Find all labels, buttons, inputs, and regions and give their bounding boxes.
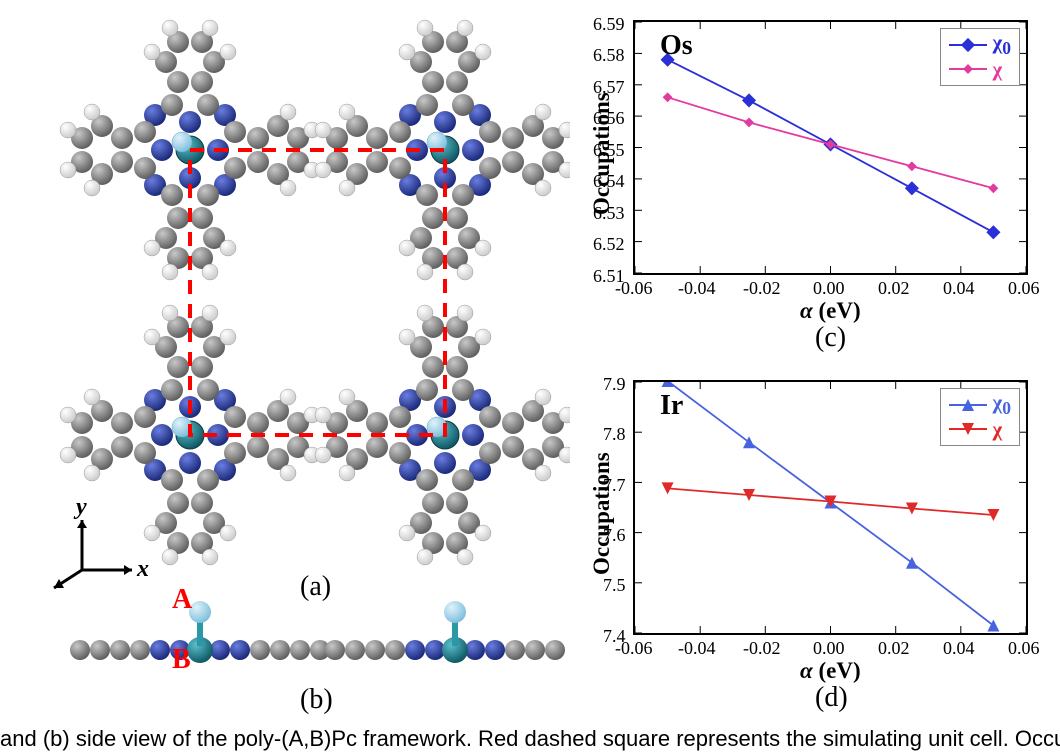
chart-d-plotbox: Ir χ0 bbox=[633, 380, 1028, 635]
series-chi-os bbox=[663, 92, 999, 193]
axis-indicator: x y z bbox=[50, 494, 149, 606]
xtick: 0.02 bbox=[878, 638, 910, 659]
legend-chi0-sub: 0 bbox=[1002, 39, 1011, 59]
xtick: -0.02 bbox=[743, 638, 781, 659]
ytick: 6.59 bbox=[593, 14, 625, 35]
ytick: 7.5 bbox=[603, 575, 626, 596]
chart-d-legend: χ0 χ bbox=[940, 388, 1020, 446]
xtick: 0.04 bbox=[943, 278, 975, 299]
panel-a-label: (a) bbox=[300, 571, 331, 602]
series-chi-ir bbox=[662, 482, 1000, 521]
legend-row-chi: χ bbox=[949, 57, 1011, 81]
ytick: 6.52 bbox=[593, 234, 625, 255]
figure-caption-fragment: and (b) side view of the poly-(A,B)Pc fr… bbox=[0, 726, 1060, 752]
xtick: -0.04 bbox=[678, 278, 716, 299]
chart-c-plotbox: Os χ0 bbox=[633, 20, 1028, 275]
chart-c-title: Os bbox=[660, 30, 693, 62]
xtick: 0.00 bbox=[813, 638, 845, 659]
legend-row-chi-d: χ bbox=[949, 417, 1011, 441]
right-panel: Os χ0 bbox=[575, 10, 1035, 710]
ytick: 7.9 bbox=[603, 374, 626, 395]
legend-row-chi0-d: χ0 bbox=[949, 393, 1011, 417]
legend-chi-label: χ bbox=[993, 57, 1003, 81]
ytick: 7.8 bbox=[603, 424, 626, 445]
panel-c-label: (c) bbox=[815, 322, 846, 354]
xtick: 0.06 bbox=[1008, 638, 1040, 659]
panel-d-label: (d) bbox=[815, 682, 848, 714]
chart-c-ylabel: Occupations bbox=[589, 92, 615, 215]
legend-chi0-sub-d: 0 bbox=[1002, 399, 1011, 419]
figure-area: x y z (a) bbox=[0, 0, 1060, 720]
xtick: -0.02 bbox=[743, 278, 781, 299]
chart-d-xlabel: α (eV) bbox=[800, 658, 861, 684]
axis-y-label: y bbox=[73, 494, 87, 520]
panel-b-label: (b) bbox=[300, 684, 333, 715]
chart-d-title: Ir bbox=[660, 390, 683, 422]
xtick: 0.02 bbox=[878, 278, 910, 299]
xtick: -0.06 bbox=[615, 278, 653, 299]
legend-row-chi0: χ0 bbox=[949, 33, 1011, 57]
panel-a-structure bbox=[60, 20, 570, 565]
axis-x-label: x bbox=[136, 556, 149, 582]
chart-c: Os χ0 bbox=[575, 10, 1035, 320]
xtick: 0.00 bbox=[813, 278, 845, 299]
ytick: 6.58 bbox=[593, 45, 625, 66]
structure-svg: x y z (a) bbox=[50, 0, 570, 720]
chart-c-xlabel: α (eV) bbox=[800, 298, 861, 324]
site-a-label: A bbox=[172, 584, 193, 615]
site-b-label: B bbox=[172, 644, 191, 675]
legend-chi-label-d: χ bbox=[993, 417, 1003, 441]
xtick: -0.06 bbox=[615, 638, 653, 659]
left-panel: x y z (a) bbox=[50, 0, 570, 720]
legend-chi0-label-d: χ bbox=[993, 390, 1003, 414]
xtick: 0.04 bbox=[943, 638, 975, 659]
legend-chi0-label: χ bbox=[993, 30, 1003, 54]
chart-c-legend: χ0 χ bbox=[940, 28, 1020, 86]
chart-d-ylabel: Occupations bbox=[589, 452, 615, 575]
page-root: x y z (a) bbox=[0, 0, 1060, 752]
xtick: 0.06 bbox=[1008, 278, 1040, 299]
chart-d: Ir χ0 bbox=[575, 370, 1035, 680]
xtick: -0.04 bbox=[678, 638, 716, 659]
